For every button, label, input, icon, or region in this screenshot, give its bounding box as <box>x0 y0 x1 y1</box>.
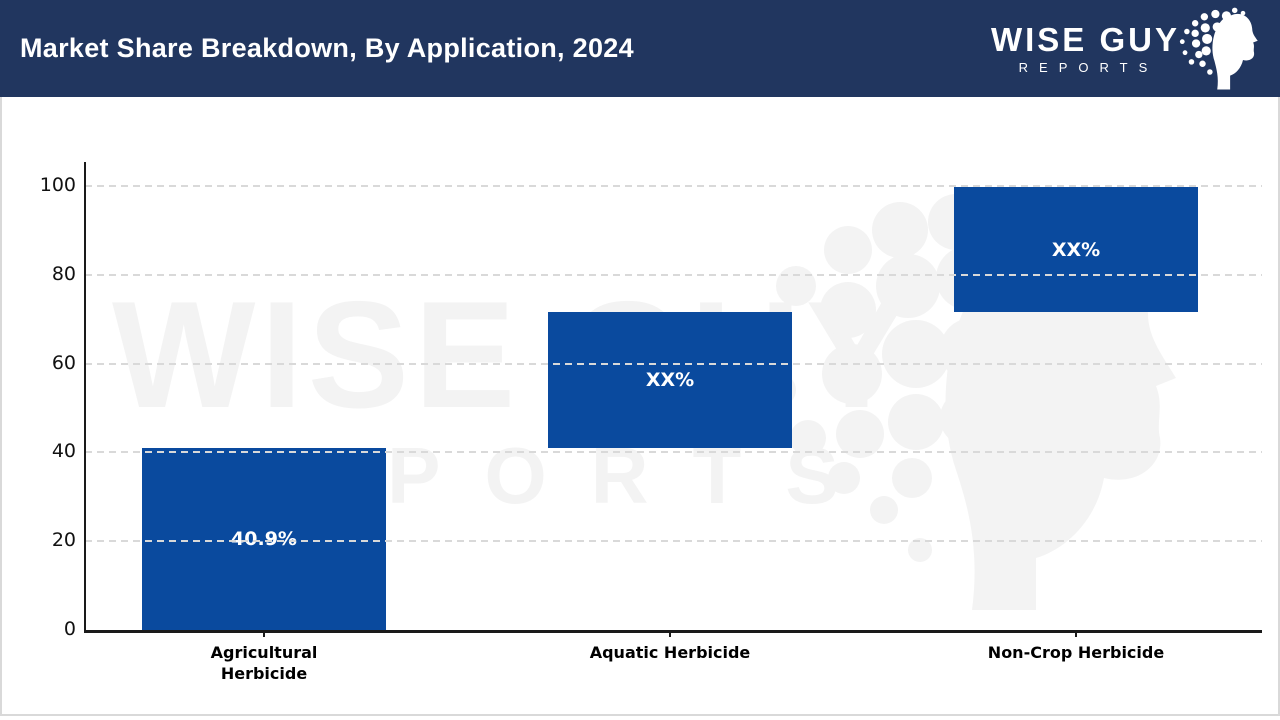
x-axis-tick <box>1075 630 1077 637</box>
page-title: Market Share Breakdown, By Application, … <box>20 33 634 63</box>
logo-brand-name: WISE GUY <box>990 20 1180 58</box>
wise-guy-reports-logo: WISE GUY REPORTS <box>991 7 1266 91</box>
y-axis-tick-label: 60 <box>51 351 76 374</box>
bar-value-label: 40.9% <box>231 528 297 551</box>
x-axis-line <box>84 630 1262 633</box>
bar-segment: XX% <box>548 312 792 449</box>
grid-line-y100 <box>85 185 1262 187</box>
x-category-label: Agricultural Herbicide <box>210 643 318 683</box>
grid-line-y20 <box>85 540 1262 543</box>
bar-segment: XX% <box>954 187 1198 313</box>
x-axis-tick <box>669 630 671 637</box>
grid-line-y40 <box>85 451 1262 454</box>
frame-edge-right <box>1278 97 1280 715</box>
plot-area: 0 20 40 60 80 100 40.9% Agricultural Herbicide X… <box>0 97 1280 715</box>
bar-value-label: XX% <box>1051 238 1101 261</box>
logo-face-dots-icon <box>1179 7 1258 89</box>
y-axis-tick-label: 80 <box>51 262 76 285</box>
header-band: Market Share Breakdown, By Application, … <box>0 0 1280 97</box>
logo-text: WISE GUY REPORTS <box>990 20 1180 75</box>
bar-value-label: XX% <box>645 369 695 392</box>
x-category-label: Non-Crop Herbicide <box>987 643 1165 662</box>
y-axis-tick-label: 20 <box>51 529 76 552</box>
grid-line-y60 <box>85 362 1262 365</box>
y-axis-tick-label: 0 <box>63 618 76 640</box>
y-axis-line <box>84 162 86 632</box>
x-axis-tick <box>263 630 265 637</box>
bar-segment: 40.9% <box>142 448 386 630</box>
logo-brand-subtitle: REPORTS <box>1018 59 1159 75</box>
frame-edge-bottom <box>0 714 1280 716</box>
grid-line-y80 <box>85 273 1262 276</box>
frame-edge-left <box>0 97 2 715</box>
watermark-face-dots <box>752 194 1176 610</box>
x-category-label: Aquatic Herbicide <box>589 643 751 662</box>
y-axis-tick-label: 100 <box>39 174 76 196</box>
y-axis-tick-label: 40 <box>51 440 76 463</box>
